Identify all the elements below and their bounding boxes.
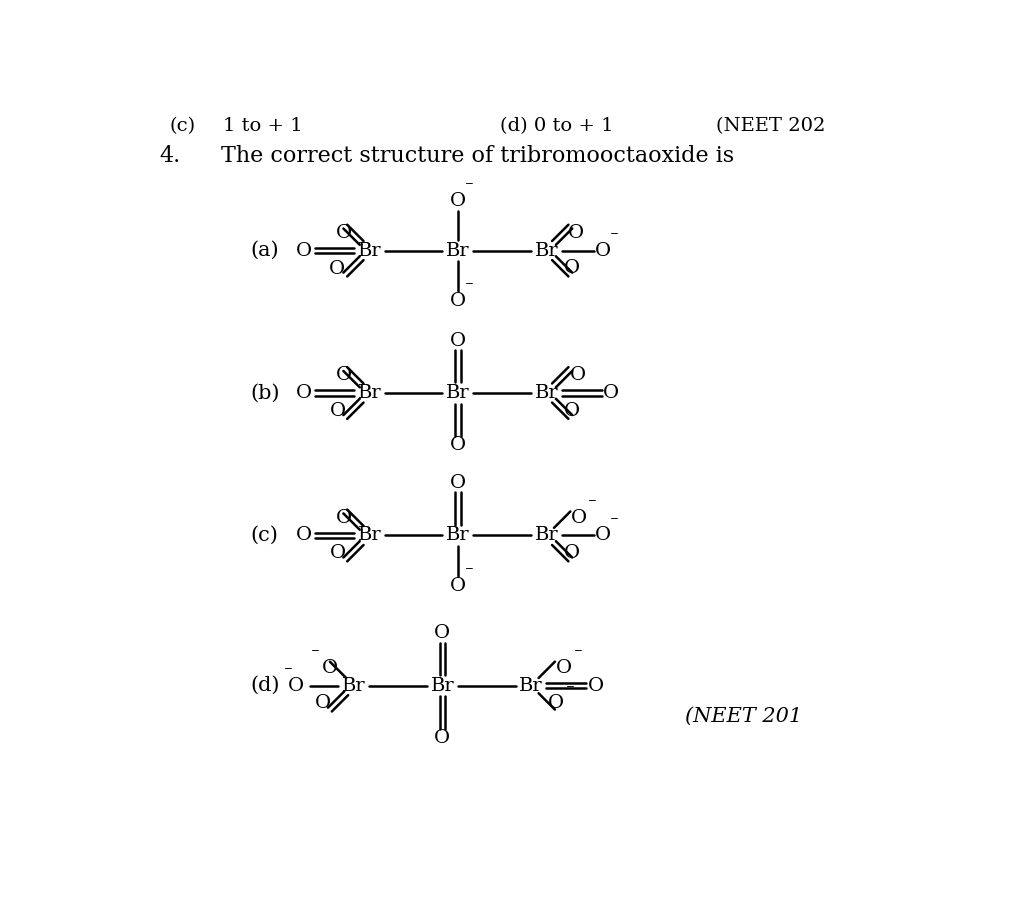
Text: Br: Br [357, 526, 381, 544]
Text: Br: Br [535, 526, 558, 544]
Text: O: O [314, 694, 331, 712]
Text: $^{-}$: $^{-}$ [609, 516, 620, 530]
Text: O: O [450, 436, 466, 454]
Text: O: O [330, 402, 346, 420]
Text: O: O [336, 509, 352, 527]
Text: O: O [330, 544, 346, 562]
Text: O: O [434, 624, 451, 642]
Text: O: O [588, 677, 604, 695]
Text: O: O [296, 241, 312, 259]
Text: $^{-}$: $^{-}$ [572, 649, 583, 663]
Text: O: O [450, 332, 466, 350]
Text: The correct structure of tribromooctaoxide is: The correct structure of tribromooctaoxi… [221, 145, 734, 167]
Text: O: O [563, 259, 580, 278]
Text: Br: Br [535, 241, 558, 259]
Text: Br: Br [342, 677, 366, 695]
Text: 1 to + 1: 1 to + 1 [223, 117, 302, 135]
Text: O: O [450, 292, 466, 310]
Text: (d) 0 to + 1: (d) 0 to + 1 [500, 117, 613, 135]
Text: O: O [450, 474, 466, 492]
Text: O: O [323, 660, 338, 677]
Text: O: O [288, 677, 304, 695]
Text: $^{-}$: $^{-}$ [464, 566, 473, 580]
Text: O: O [563, 544, 580, 562]
Text: O: O [329, 260, 345, 278]
Text: O: O [568, 224, 585, 242]
Text: Br: Br [357, 384, 381, 402]
Text: Br: Br [357, 241, 381, 259]
Text: O: O [296, 526, 312, 544]
Text: $^{-}$: $^{-}$ [565, 684, 575, 698]
Text: (d): (d) [250, 676, 280, 695]
Text: (a): (a) [250, 241, 279, 260]
Text: O: O [595, 526, 611, 544]
Text: $^{-}$: $^{-}$ [587, 498, 597, 513]
Text: O: O [548, 694, 564, 712]
Text: O: O [556, 660, 572, 677]
Text: O: O [569, 367, 586, 385]
Text: $^{-}$: $^{-}$ [609, 232, 620, 245]
Text: Br: Br [446, 241, 470, 259]
Text: (c): (c) [169, 117, 196, 135]
Text: (c): (c) [250, 526, 278, 545]
Text: O: O [595, 241, 611, 259]
Text: Br: Br [519, 677, 543, 695]
Text: $^{-}$: $^{-}$ [464, 181, 473, 196]
Text: $^{-}$: $^{-}$ [283, 667, 293, 680]
Text: O: O [450, 577, 466, 595]
Text: O: O [571, 509, 588, 527]
Text: $^{-}$: $^{-}$ [310, 649, 319, 663]
Text: Br: Br [446, 384, 470, 402]
Text: O: O [336, 224, 352, 242]
Text: O: O [336, 367, 352, 385]
Text: O: O [434, 729, 451, 747]
Text: (NEET 202: (NEET 202 [716, 117, 825, 135]
Text: (b): (b) [250, 384, 280, 403]
Text: (NEET 201: (NEET 201 [685, 707, 802, 726]
Text: O: O [296, 384, 312, 402]
Text: $^{-}$: $^{-}$ [464, 281, 473, 296]
Text: Br: Br [535, 384, 558, 402]
Text: O: O [450, 192, 466, 210]
Text: Br: Br [446, 526, 470, 544]
Text: 4.: 4. [160, 145, 181, 167]
Text: O: O [603, 384, 620, 402]
Text: Br: Br [431, 677, 455, 695]
Text: O: O [563, 402, 580, 420]
